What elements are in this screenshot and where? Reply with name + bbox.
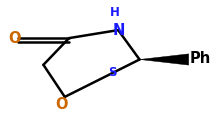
Polygon shape — [140, 54, 189, 65]
Text: S: S — [109, 66, 117, 79]
Text: N: N — [113, 23, 125, 38]
Text: Ph: Ph — [190, 51, 211, 66]
Text: O: O — [55, 97, 68, 112]
Text: H: H — [110, 6, 120, 19]
Text: O: O — [8, 31, 21, 46]
